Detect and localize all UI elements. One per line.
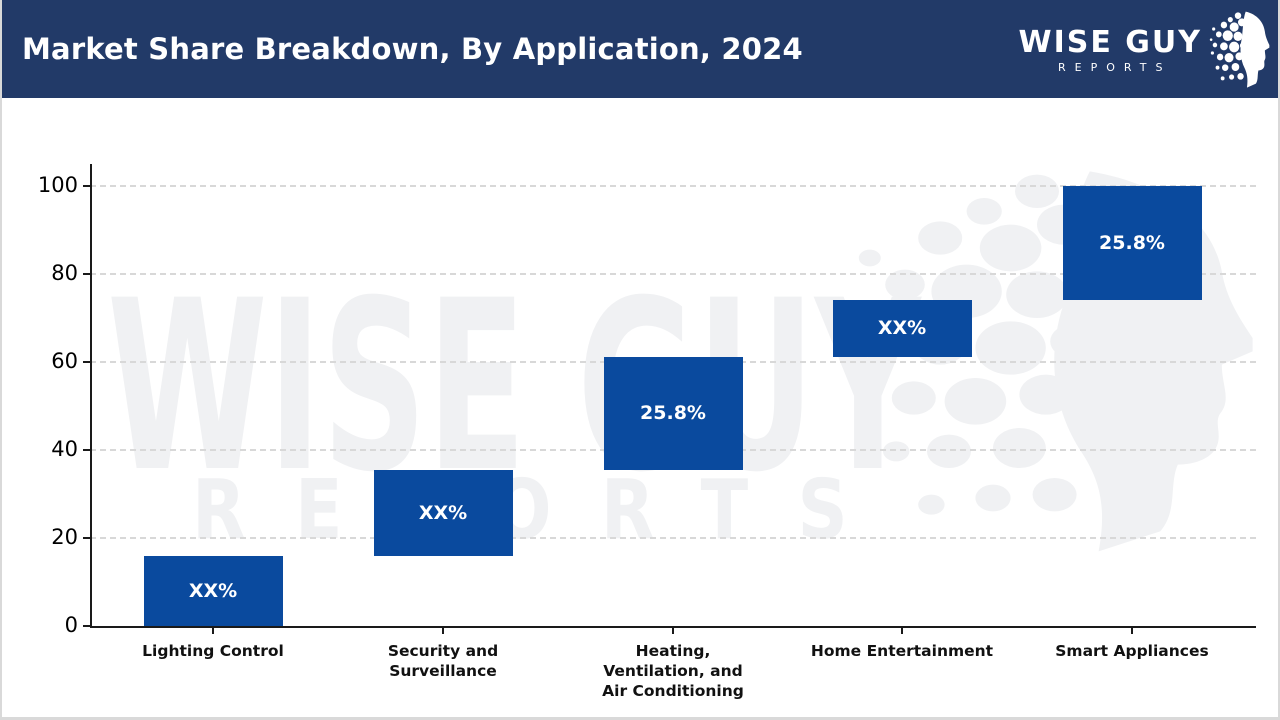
- y-tick-60: [83, 361, 90, 363]
- y-axis-line: [90, 164, 92, 628]
- x-category-label: Smart Appliances: [1055, 642, 1209, 660]
- bar-value-label: XX%: [877, 317, 927, 340]
- page-title: Market Share Breakdown, By Application, …: [22, 32, 803, 66]
- y-tick-20: [83, 537, 90, 539]
- brand-logo: WISE GUY REPORTS: [1018, 9, 1278, 89]
- brand-wordmark: WISE GUY REPORTS: [1018, 25, 1202, 74]
- brand-name-text: WISE GUY: [1018, 24, 1202, 60]
- x-category-label: Home Entertainment: [810, 642, 994, 660]
- bar-value-label: 25.8%: [1099, 231, 1165, 254]
- gridline-y-20: [90, 537, 1256, 539]
- x-tick-1: [442, 628, 444, 634]
- y-tick-0: [83, 625, 90, 627]
- y-tick-label-20: 20: [51, 525, 78, 549]
- x-tick-3: [901, 628, 903, 634]
- watermark-wordmark: WISE GUY: [107, 251, 921, 524]
- y-tick-label-80: 80: [51, 261, 78, 285]
- bar-segment[interactable]: 25.8%: [603, 356, 743, 471]
- bar-value-label: 25.8%: [640, 402, 706, 425]
- x-tick-4: [1131, 628, 1133, 634]
- x-axis-line: [90, 626, 1256, 628]
- y-tick-label-0: 0: [64, 613, 78, 637]
- header-bar: Market Share Breakdown, By Application, …: [2, 0, 1278, 98]
- y-tick-100: [83, 185, 90, 187]
- bar-value-label: XX%: [418, 501, 468, 524]
- brand-dotted-face-icon: [1209, 11, 1270, 88]
- x-tick-0: [212, 628, 214, 634]
- bar-segment[interactable]: XX%: [832, 299, 972, 357]
- bar-value-label: XX%: [188, 579, 238, 602]
- bar-segment[interactable]: 25.8%: [1062, 186, 1202, 300]
- bar-segment[interactable]: XX%: [143, 555, 283, 626]
- x-category-label: Heating, Ventilation, and Air Conditioning: [602, 642, 744, 700]
- y-tick-label-40: 40: [51, 437, 78, 461]
- x-tick-2: [672, 628, 674, 634]
- y-tick-40: [83, 449, 90, 451]
- gridline-y-80: [90, 273, 1256, 275]
- x-category-label: Security and Surveillance: [387, 642, 499, 680]
- gridline-y-100: [90, 185, 1256, 187]
- brand-subtitle-text: REPORTS: [1058, 60, 1172, 74]
- x-category-label: Lighting Control: [142, 642, 284, 660]
- bar-segment[interactable]: XX%: [373, 470, 513, 556]
- y-tick-80: [83, 273, 90, 275]
- y-tick-label-60: 60: [51, 349, 78, 373]
- y-tick-label-100: 100: [37, 173, 78, 197]
